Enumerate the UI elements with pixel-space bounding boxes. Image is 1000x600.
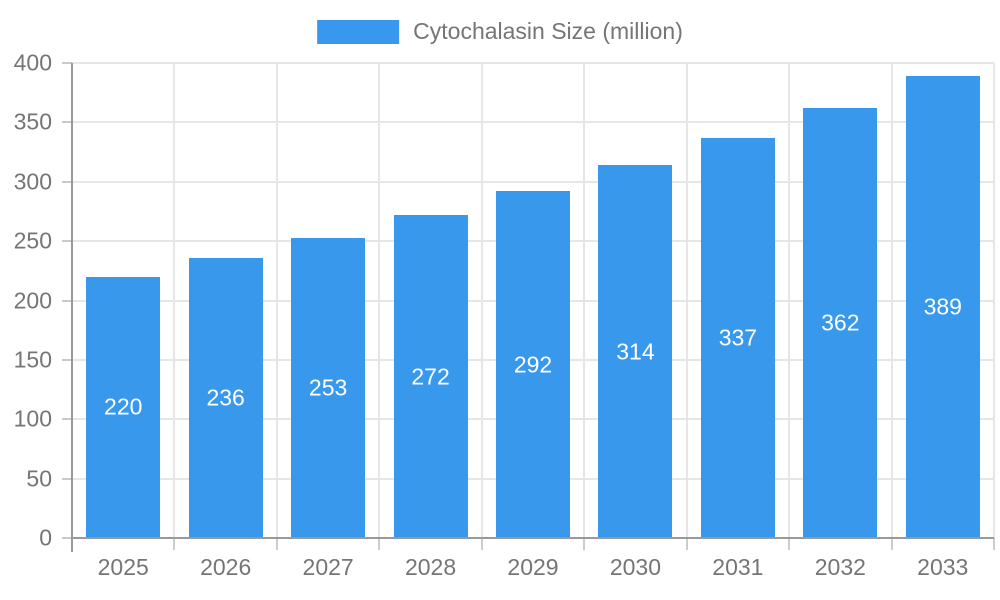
bar-value-label: 314: [616, 338, 655, 365]
x-axis-label: 2032: [814, 554, 866, 580]
bar-value-label: 337: [718, 324, 758, 351]
y-axis-line: [71, 63, 73, 552]
y-axis-tick: [62, 180, 72, 183]
bar-2033: [905, 76, 980, 538]
bar-value-label: 292: [513, 351, 553, 378]
x-axis-tick: [275, 538, 278, 550]
gridline-vertical: [583, 63, 586, 538]
gridline-vertical: [685, 63, 688, 538]
x-axis-tick: [173, 538, 176, 550]
y-axis-label: 50: [26, 465, 52, 492]
gridline-vertical: [173, 63, 176, 538]
bar-value-label: 389: [923, 293, 962, 320]
gridline-vertical: [993, 63, 995, 538]
bar-2029: [496, 191, 570, 538]
legend-item[interactable]: Cytochalasin Size (million): [317, 18, 683, 45]
y-axis-tick: [62, 537, 72, 539]
y-axis-label: 400: [13, 49, 52, 76]
x-axis-tick: [788, 538, 791, 550]
bar-value-label: 272: [411, 363, 450, 389]
y-axis-label: 100: [13, 405, 52, 432]
x-axis-tick: [890, 538, 893, 550]
gridline-vertical: [788, 63, 791, 538]
y-axis-tick: [62, 240, 72, 243]
gridline-horizontal: [72, 180, 994, 183]
y-axis-label: 350: [13, 108, 52, 135]
y-axis-label: 150: [13, 346, 52, 373]
bar-value-label: 362: [821, 309, 860, 336]
bar-2027: [291, 237, 366, 538]
y-axis-label: 300: [13, 168, 52, 195]
x-axis-label: 2030: [609, 554, 662, 580]
legend-swatch: [317, 19, 400, 44]
legend-label: Cytochalasin Size (million): [413, 18, 683, 44]
bar-value-label: 253: [308, 374, 348, 401]
y-axis-tick: [62, 299, 72, 302]
x-axis-label: 2033: [917, 554, 969, 580]
bar-2026: [188, 257, 263, 538]
y-axis-tick: [62, 358, 72, 361]
gridline-vertical: [480, 63, 483, 538]
bar-2030: [598, 165, 673, 538]
bar-2032: [803, 108, 878, 538]
y-axis-label: 200: [13, 287, 52, 313]
x-axis-tick: [480, 538, 483, 550]
bar-value-label: 236: [206, 384, 245, 411]
y-axis-tick: [62, 477, 72, 480]
x-axis-label: 2028: [404, 554, 457, 580]
bar-2031: [700, 137, 775, 538]
x-axis-tick: [378, 538, 381, 550]
gridline-horizontal: [72, 121, 994, 124]
gridline-vertical: [275, 63, 278, 538]
x-axis-label: 2031: [712, 554, 764, 580]
y-axis-tick: [62, 418, 72, 421]
bar-2028: [393, 215, 468, 538]
x-axis-tick: [993, 538, 995, 550]
x-axis-label: 2026: [200, 554, 252, 580]
x-axis-label: 2029: [507, 554, 559, 580]
y-axis-tick: [62, 121, 72, 124]
x-axis-tick: [583, 538, 586, 550]
x-axis-label: 2027: [302, 554, 354, 580]
x-axis-tick: [685, 538, 688, 550]
plot-area: 0 50 100 150 200 250 300 350 400 220 2025 236 2026 25…: [14, 50, 995, 580]
gridline-vertical: [890, 63, 893, 538]
y-axis-label: 0: [39, 524, 52, 551]
x-axis-line: [72, 537, 994, 539]
bar-value-label: 220: [104, 393, 143, 420]
bar-2025: [86, 276, 161, 538]
gridline-horizontal: [72, 62, 994, 64]
gridline-vertical: [378, 63, 381, 538]
x-axis-label: 2025: [97, 554, 149, 580]
y-axis-label: 250: [13, 227, 52, 254]
y-axis-tick: [62, 62, 72, 64]
